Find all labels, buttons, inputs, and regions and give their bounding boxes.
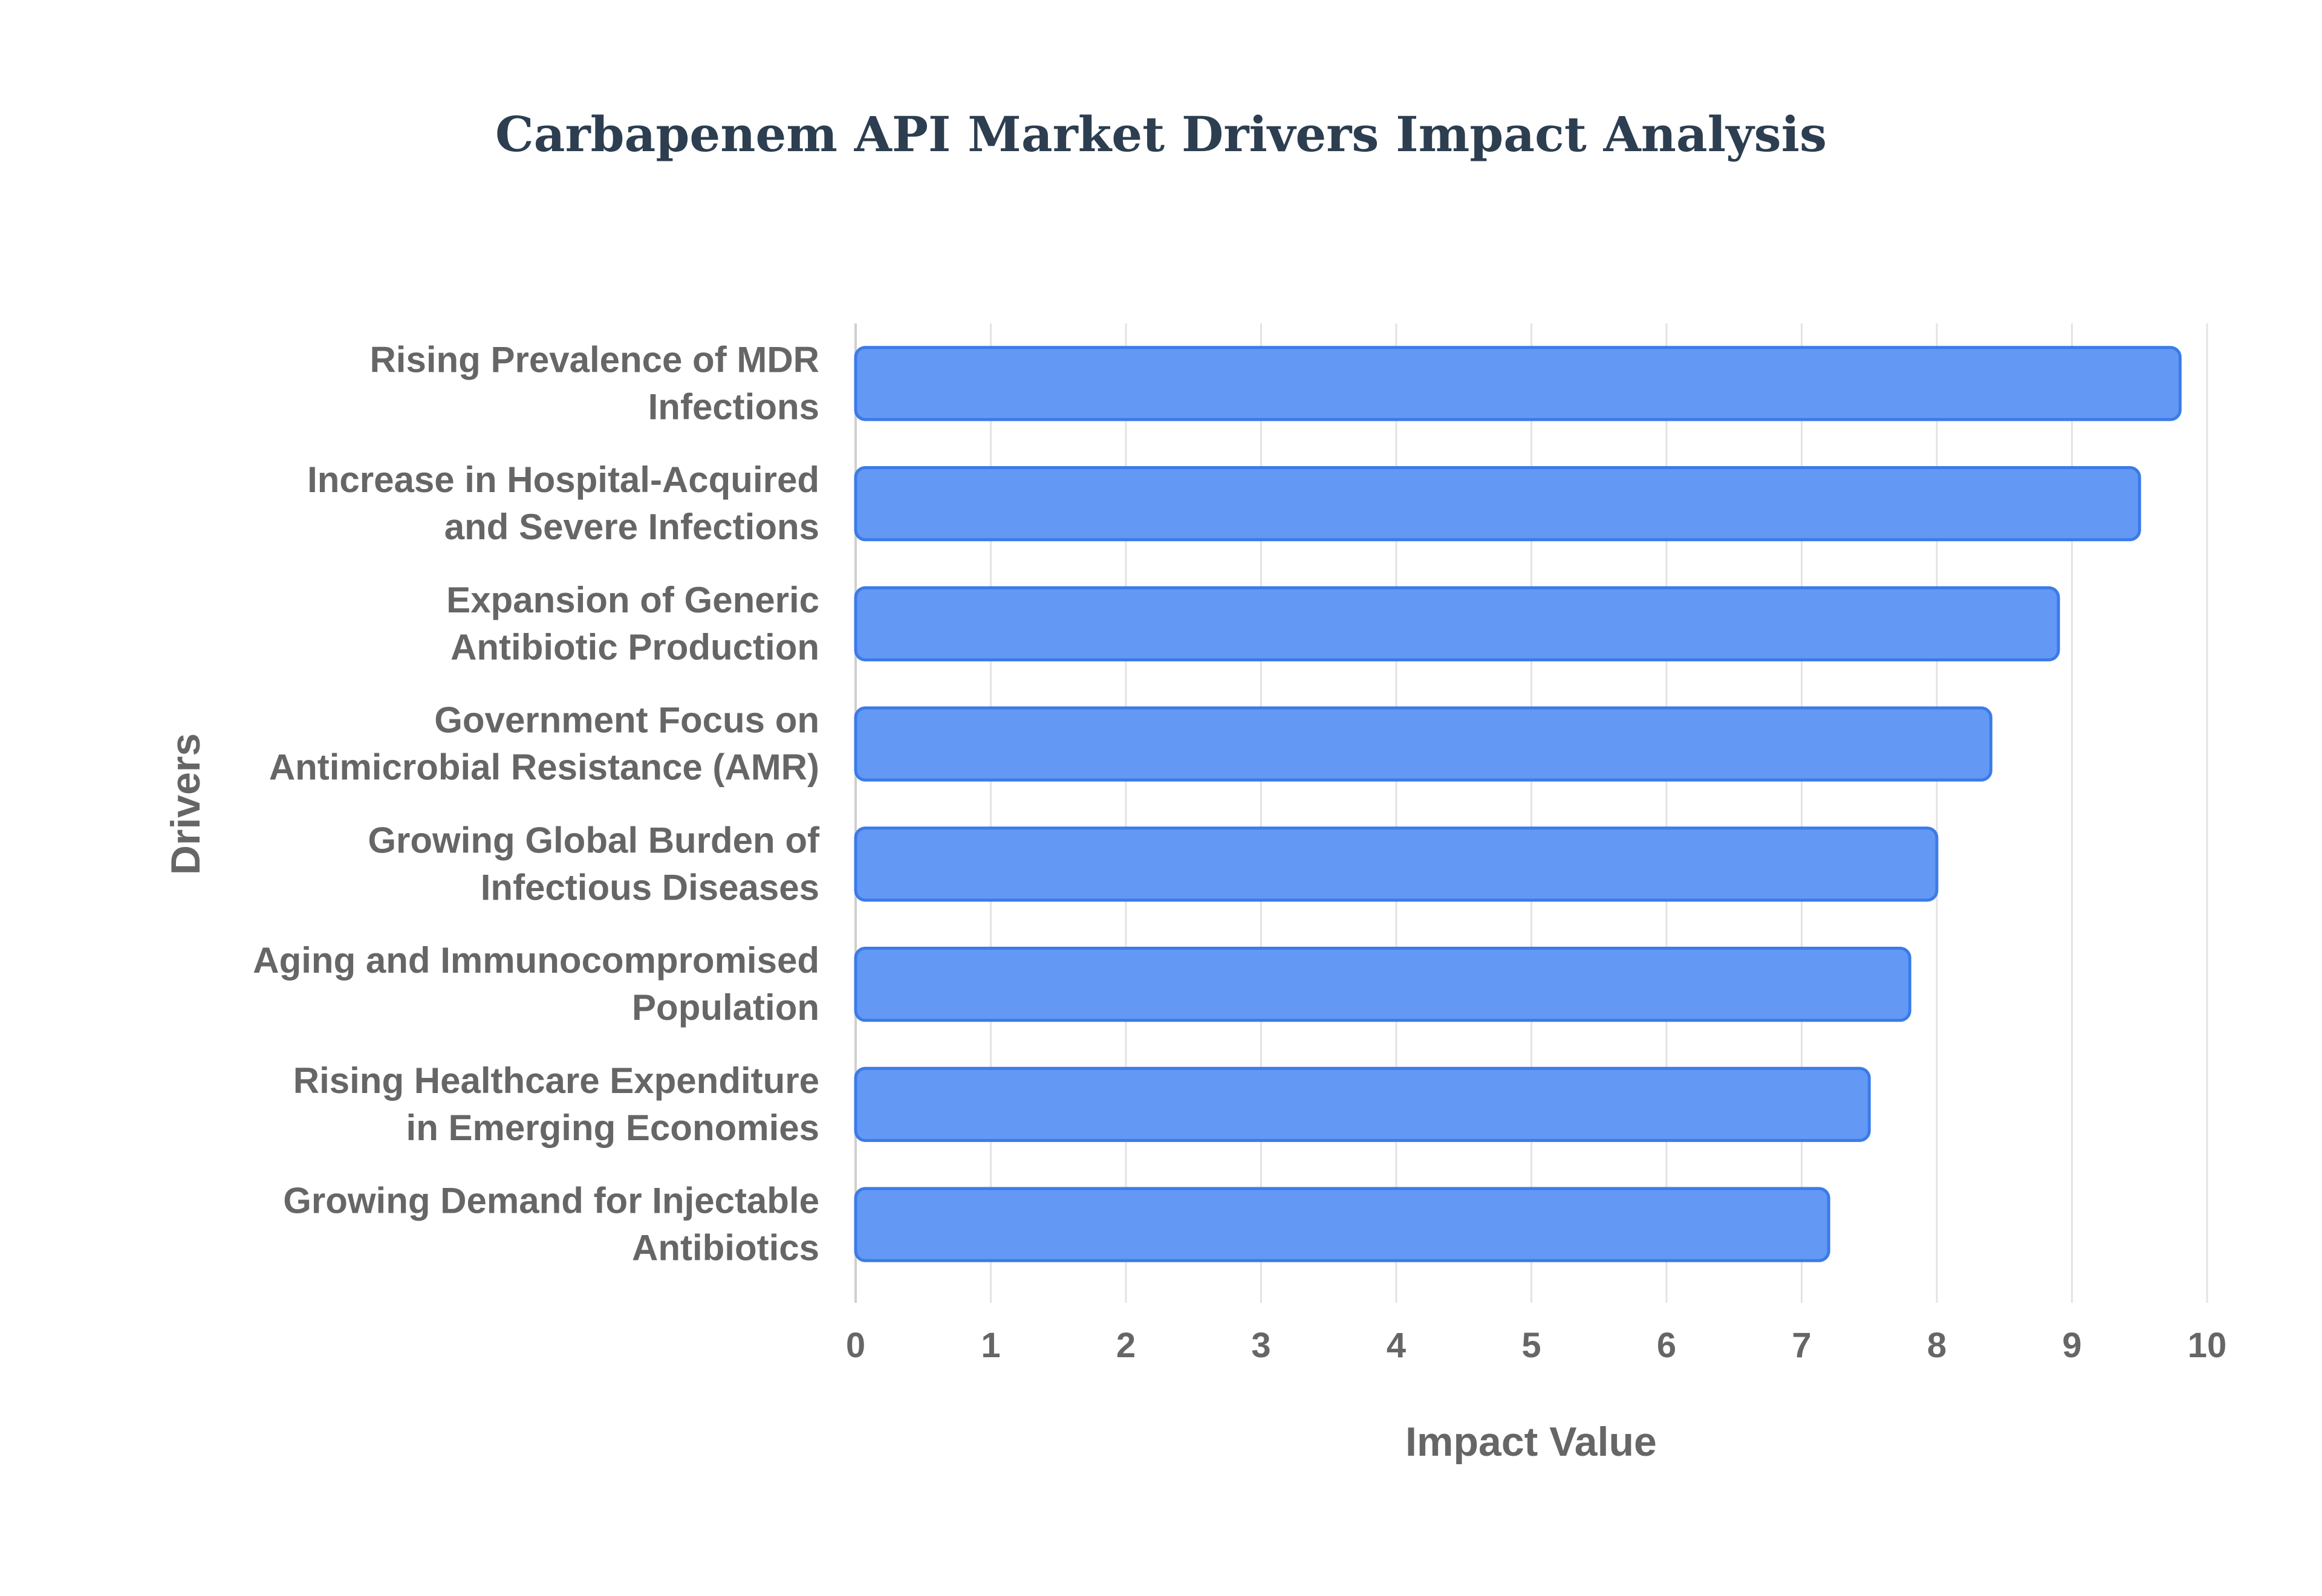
- x-tick-label: 0: [846, 1326, 865, 1365]
- x-tick-label: 9: [2062, 1326, 2081, 1365]
- bar: [854, 466, 2141, 542]
- category-label: Antibiotics: [632, 1228, 819, 1268]
- x-tick-label: 4: [1387, 1326, 1406, 1365]
- category-label: Expansion of Generic: [446, 580, 819, 620]
- x-tick-label: 3: [1251, 1326, 1270, 1365]
- x-tick-label: 5: [1521, 1326, 1541, 1365]
- category-label: in Emerging Economies: [406, 1108, 819, 1148]
- category-label: Infectious Diseases: [481, 867, 819, 907]
- category-label: Government Focus on: [434, 700, 819, 741]
- x-tick-label: 8: [1927, 1326, 1946, 1365]
- category-label: Rising Prevalence of MDR: [369, 339, 819, 380]
- bar: [854, 1066, 1871, 1142]
- bar: [854, 706, 1992, 782]
- x-tick-label: 2: [1116, 1326, 1136, 1365]
- category-label: Increase in Hospital-Acquired: [307, 459, 819, 500]
- category-label: Growing Demand for Injectable: [283, 1181, 819, 1221]
- bar: [854, 826, 1939, 902]
- category-label: Antimicrobial Resistance (AMR): [269, 747, 819, 788]
- chart-title: Carbapenem API Market Drivers Impact Ana…: [495, 106, 1827, 163]
- x-tick-label: 10: [2188, 1326, 2227, 1365]
- category-labels: Rising Prevalence of MDR Infections Increa…: [253, 339, 820, 1268]
- bars: [854, 346, 2182, 1262]
- category-label: and Severe Infections: [444, 507, 819, 547]
- category-label: Infections: [648, 386, 819, 427]
- x-tick-label: 1: [981, 1326, 1000, 1365]
- category-label: Population: [632, 987, 819, 1028]
- bar: [854, 947, 1911, 1022]
- category-label: Growing Global Burden of: [368, 820, 820, 860]
- x-axis-title: Impact Value: [1405, 1419, 1657, 1465]
- bar: [854, 1187, 1830, 1262]
- category-label: Antibiotic Production: [450, 627, 819, 667]
- category-label: Rising Healthcare Expenditure: [293, 1060, 819, 1101]
- x-tick-label: 6: [1657, 1326, 1676, 1365]
- category-label: Aging and Immunocompromised: [253, 940, 819, 981]
- y-axis-title: Drivers: [163, 733, 209, 875]
- bar: [854, 586, 2060, 661]
- x-axis-ticks: 0 1 2 3 4 5 6 7 8 9 10: [846, 1326, 2226, 1365]
- bar: [854, 346, 2182, 421]
- x-tick-label: 7: [1792, 1326, 1811, 1365]
